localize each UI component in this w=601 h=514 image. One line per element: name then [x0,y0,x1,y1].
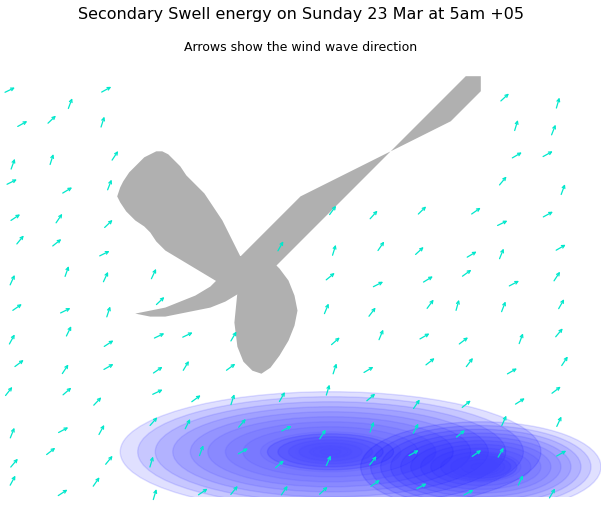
Polygon shape [234,256,297,374]
Ellipse shape [310,446,352,458]
Ellipse shape [267,434,394,470]
Ellipse shape [155,402,506,502]
Ellipse shape [445,453,517,481]
Ellipse shape [380,429,581,504]
Ellipse shape [401,437,561,497]
Ellipse shape [361,422,601,512]
Ellipse shape [451,455,511,478]
Ellipse shape [138,397,523,507]
Text: Secondary Swell energy on Sunday 23 Mar at 5am +05: Secondary Swell energy on Sunday 23 Mar … [78,7,523,22]
Ellipse shape [431,448,531,486]
Polygon shape [117,76,481,317]
Ellipse shape [391,433,571,501]
Ellipse shape [173,407,489,497]
Ellipse shape [288,440,373,464]
Ellipse shape [278,437,383,467]
Ellipse shape [191,412,471,492]
Ellipse shape [120,392,541,512]
Ellipse shape [371,426,591,508]
Ellipse shape [299,443,362,461]
Ellipse shape [463,460,499,473]
Ellipse shape [421,444,541,489]
Ellipse shape [225,422,436,482]
Ellipse shape [243,427,418,477]
Ellipse shape [457,458,505,476]
Ellipse shape [208,417,453,487]
Text: Arrows show the wind wave direction: Arrows show the wind wave direction [184,41,417,54]
Ellipse shape [410,440,551,493]
Ellipse shape [469,463,493,471]
